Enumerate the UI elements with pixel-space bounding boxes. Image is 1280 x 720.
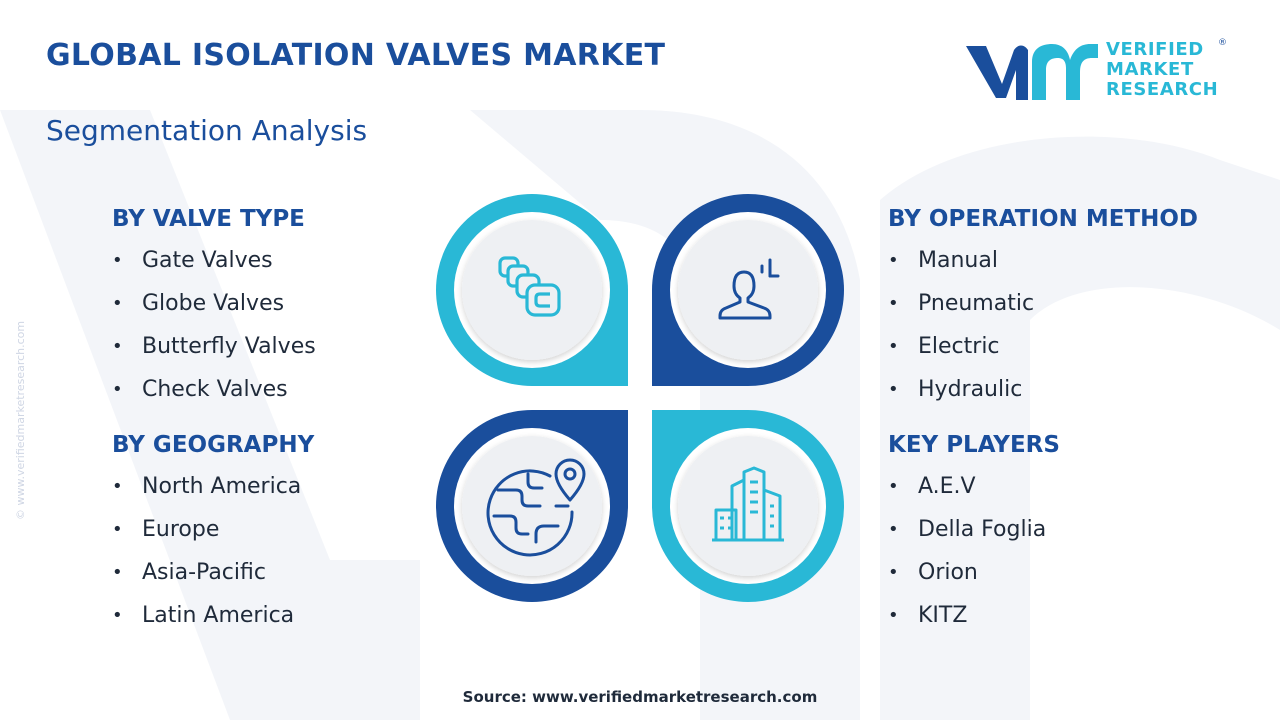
source-citation: Source: www.verifiedmarketresearch.com [462,688,818,706]
vertical-watermark-text: © www.verifiedmarketresearch.com [14,320,27,520]
segment-list: Gate Valves Globe Valves Butterfly Valve… [112,247,316,419]
page-title: GLOBAL ISOLATION VALVES MARKET [46,38,666,73]
quadrant-operation-method [652,194,844,386]
list-item: Pneumatic [888,290,1198,333]
list-item: Manual [888,247,1198,290]
list-item: Asia-Pacific [112,559,314,602]
list-item: Butterfly Valves [112,333,316,376]
list-item: KITZ [888,602,1060,645]
company-logo: VERIFIED MARKET RESEARCH ® [962,38,1232,104]
list-item: Latin America [112,602,314,645]
list-item: Electric [888,333,1198,376]
logo-line-verified: VERIFIED [1106,39,1204,60]
page-subtitle: Segmentation Analysis [46,114,368,147]
list-item: Gate Valves [112,247,316,290]
segment-heading: BY OPERATION METHOD [888,206,1199,232]
segment-key-players: KEY PLAYERS A.E.V Della Foglia Orion KIT… [888,432,1060,645]
person-operator-icon [718,258,780,320]
buildings-icon [712,466,784,542]
list-item: Della Foglia [888,516,1060,559]
quadrant-key-players [652,410,844,602]
logo-line-research: RESEARCH [1106,79,1219,100]
list-item: A.E.V [888,473,1060,516]
segment-heading: KEY PLAYERS [888,432,1060,458]
segment-list: Manual Pneumatic Electric Hydraulic [888,247,1198,419]
quadrant-circle [678,436,818,576]
list-item: North America [112,473,314,516]
logo-line-market: MARKET [1106,59,1194,80]
quadrant-circle [678,220,818,360]
segmentation-graphic [436,194,844,602]
list-item: Europe [112,516,314,559]
list-item: Check Valves [112,376,316,419]
vmr-logo-icon [966,44,1098,100]
list-item: Orion [888,559,1060,602]
segment-heading: BY GEOGRAPHY [112,432,315,458]
segment-geography: BY GEOGRAPHY North America Europe Asia-P… [112,432,314,645]
segment-list: North America Europe Asia-Pacific Latin … [112,473,314,645]
registered-mark: ® [1218,38,1227,48]
quadrant-geography [436,410,628,602]
list-item: Globe Valves [112,290,316,333]
quadrant-valve-type [436,194,628,386]
globe-location-icon [486,458,586,557]
segment-list: A.E.V Della Foglia Orion KITZ [888,473,1060,645]
segment-heading: BY VALVE TYPE [112,206,305,232]
segment-valve-type: BY VALVE TYPE Gate Valves Globe Valves B… [112,206,316,419]
logo-wordmark: VERIFIED MARKET RESEARCH [1106,40,1218,100]
segment-operation-method: BY OPERATION METHOD Manual Pneumatic Ele… [888,206,1198,419]
list-item: Hydraulic [888,376,1198,419]
valve-blocks-icon [498,256,561,317]
